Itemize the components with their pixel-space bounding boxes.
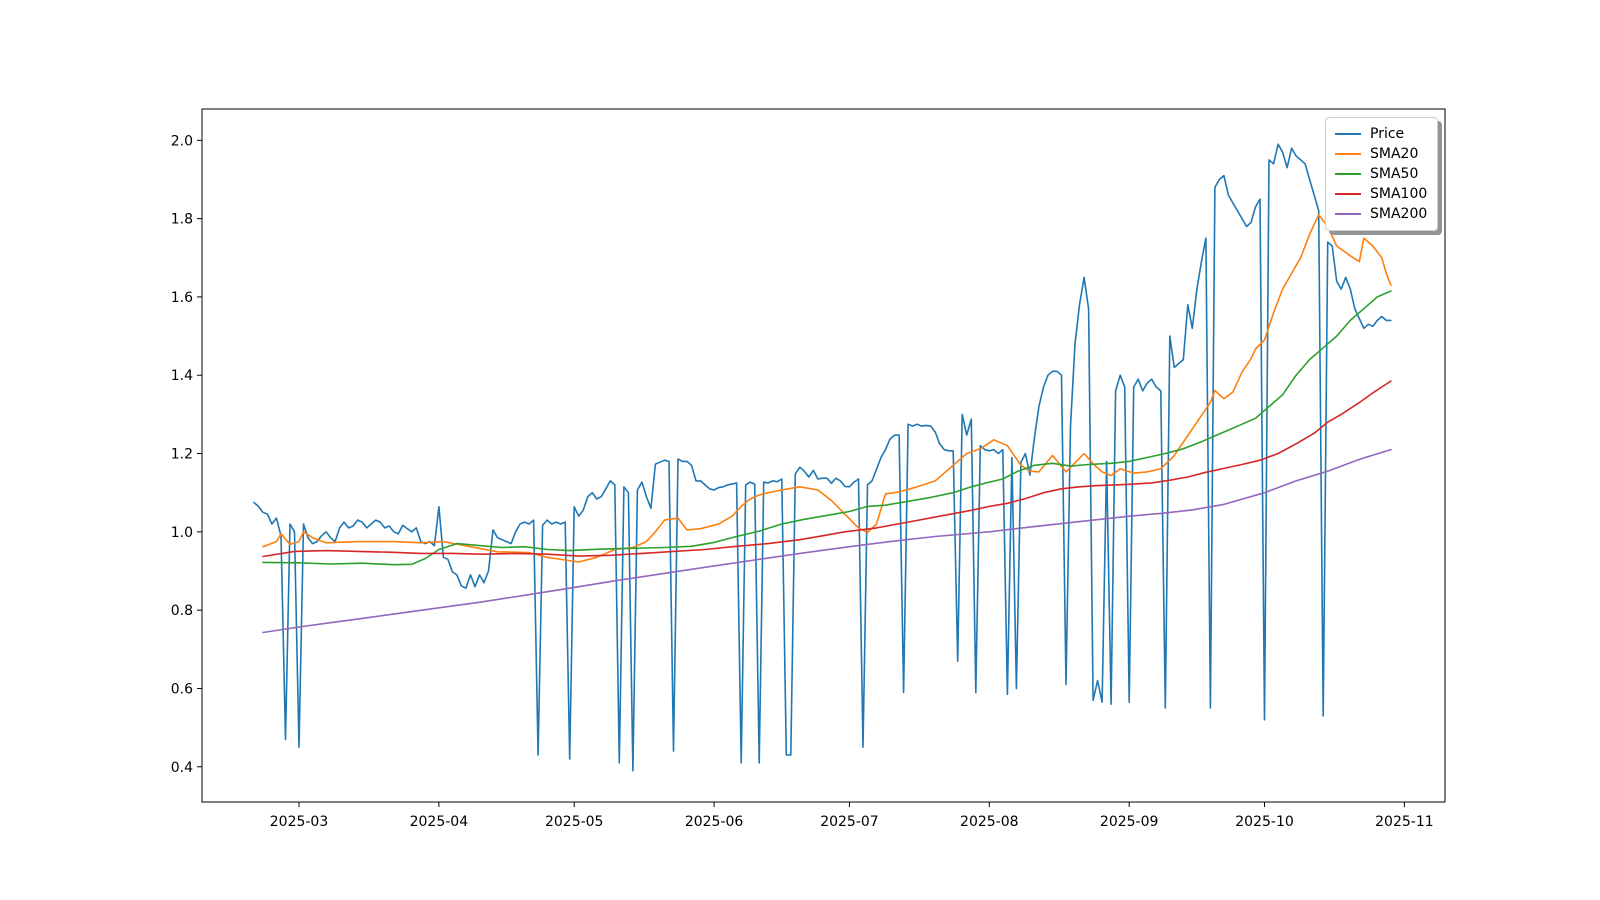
x-tick-label: 2025-03	[270, 814, 329, 830]
y-tick-label: 0.4	[171, 760, 193, 776]
legend-label: SMA50	[1370, 166, 1419, 182]
x-tick-label: 2025-06	[685, 814, 744, 830]
axes-spines	[201, 108, 1446, 803]
x-tick-label: 2025-05	[545, 814, 604, 830]
legend-label: SMA20	[1370, 146, 1419, 162]
y-tick-label: 0.6	[171, 681, 193, 697]
y-tick-label: 1.0	[171, 525, 193, 541]
x-tick-label: 2025-07	[820, 814, 879, 830]
y-tick-label: 2.0	[171, 133, 193, 149]
legend-item-sma100: SMA100	[1335, 184, 1427, 204]
y-tick-label: 0.8	[171, 603, 193, 619]
legend-line-sample-sma20	[1335, 153, 1361, 155]
series-line-price	[253, 143, 1392, 772]
series-line-sma50	[262, 290, 1392, 566]
legend-item-price: Price	[1335, 124, 1427, 144]
legend-line-sample-sma200	[1335, 213, 1361, 215]
y-tick-label: 1.6	[171, 290, 193, 306]
legend-line-sample-price	[1335, 133, 1361, 135]
x-tick-label: 2025-10	[1235, 814, 1294, 830]
x-tick-label: 2025-04	[410, 814, 469, 830]
y-tick-label: 1.2	[171, 447, 193, 463]
legend-item-sma200: SMA200	[1335, 204, 1427, 224]
legend-label: Price	[1370, 126, 1405, 142]
x-tick-label: 2025-08	[960, 814, 1019, 830]
legend-label: SMA200	[1370, 206, 1428, 222]
legend-line-sample-sma50	[1335, 173, 1361, 175]
series-line-sma200	[262, 448, 1392, 634]
legend-item-sma20: SMA20	[1335, 144, 1427, 164]
legend-label: SMA100	[1370, 186, 1428, 202]
legend: Price SMA20 SMA50 SMA100 SMA200	[1325, 117, 1439, 231]
legend-item-sma50: SMA50	[1335, 164, 1427, 184]
y-tick-label: 1.4	[171, 368, 193, 384]
x-tick-label: 2025-09	[1100, 814, 1159, 830]
series-line-sma20	[262, 213, 1392, 563]
series-line-sma100	[262, 380, 1392, 558]
y-tick-label: 1.8	[171, 212, 193, 228]
x-tick-label: 2025-11	[1375, 814, 1434, 830]
legend-line-sample-sma100	[1335, 193, 1361, 195]
